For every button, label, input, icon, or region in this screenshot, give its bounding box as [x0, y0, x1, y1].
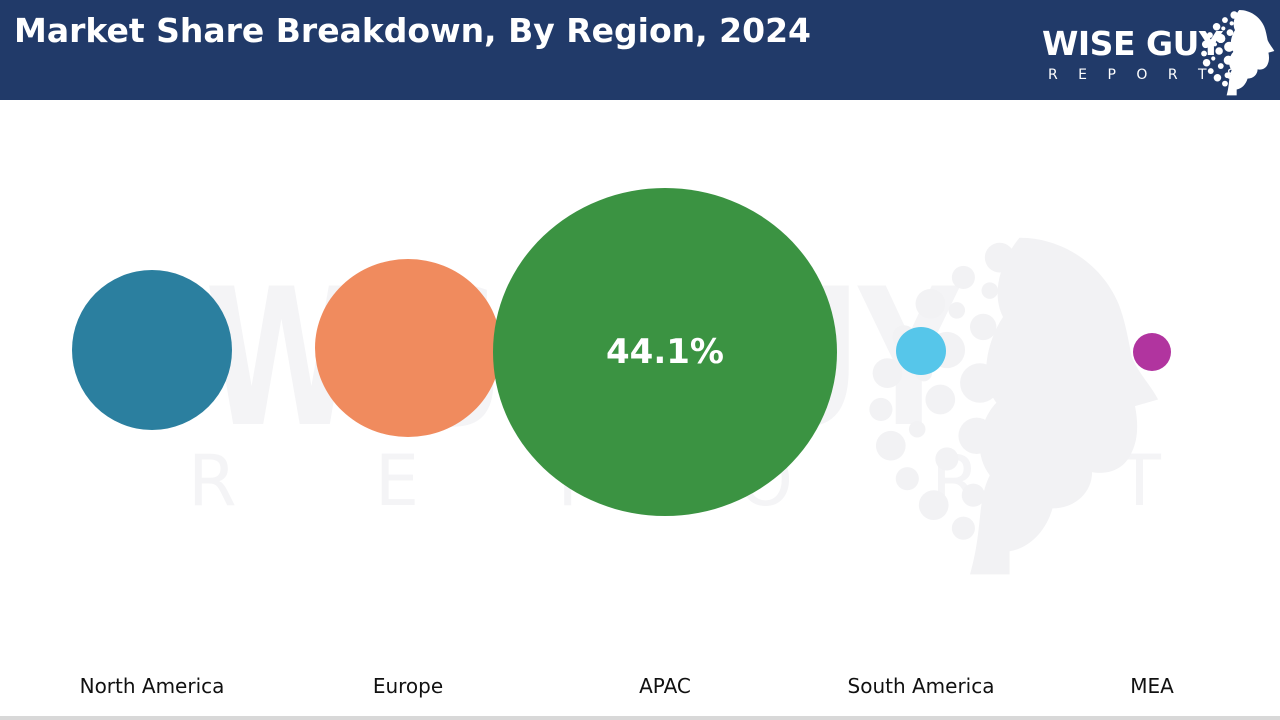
bubble-mea	[1133, 333, 1171, 371]
bubble-south-america	[896, 327, 946, 375]
header: Market Share Breakdown, By Region, 2024 …	[0, 0, 1280, 100]
category-label-apac: APAC	[639, 674, 691, 698]
bubble-north-america	[72, 270, 232, 430]
bubble-chart: WISE GUY R E P O R T S North AmericaEuro…	[0, 100, 1280, 716]
category-label-north-america: North America	[79, 674, 225, 698]
category-label-europe: Europe	[372, 674, 444, 698]
logo-subtitle: R E P O R T S	[1048, 67, 1244, 84]
logo-wordmark: WISE GUY	[1042, 24, 1223, 63]
wise-guy-logo: WISE GUY R E P O R T S	[1042, 24, 1244, 84]
bubble-europe	[315, 259, 501, 437]
category-label-south-america: South America	[847, 674, 995, 698]
bubble-apac: 44.1%	[493, 188, 837, 516]
category-label-mea: MEA	[1130, 674, 1174, 698]
dotted-head-logo-icon	[1192, 5, 1278, 97]
bubble-value-label-apac: 44.1%	[606, 332, 724, 372]
watermark-head-icon	[838, 218, 1168, 581]
bottom-edge-strip	[0, 716, 1280, 720]
page-title: Market Share Breakdown, By Region, 2024	[14, 11, 811, 50]
